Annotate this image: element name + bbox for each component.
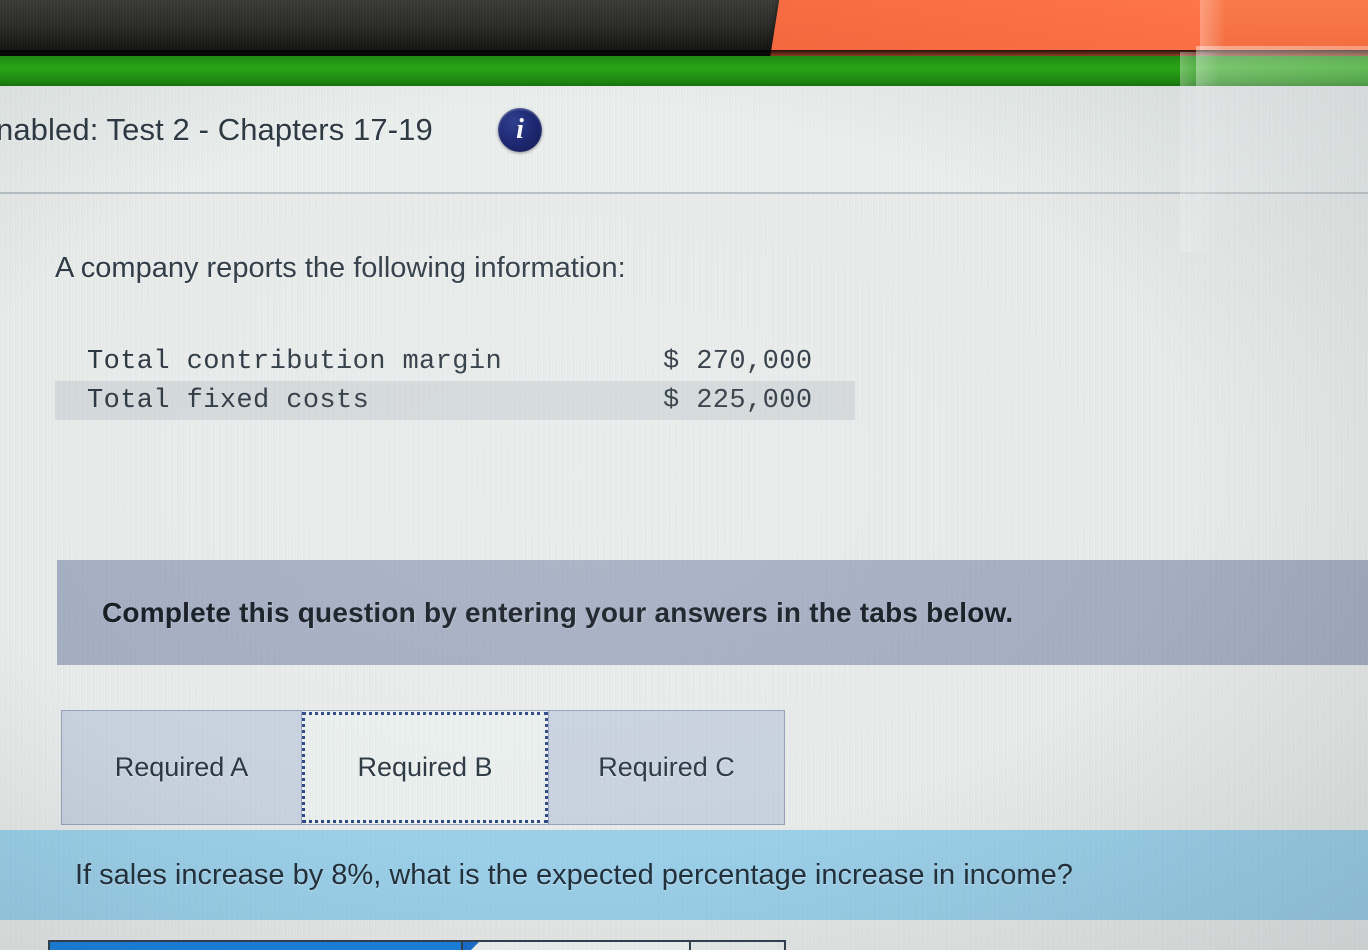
instruction-banner-text: Complete this question by entering your … — [102, 596, 1014, 628]
prompt-text: If sales increase by 8%, what is the exp… — [75, 858, 1073, 891]
tab-label: Required B — [357, 752, 493, 782]
screen-content: nabled: Test 2 - Chapters 17-19 i Saved … — [0, 86, 1368, 950]
table-row: Total fixed costs $ 225,000 — [55, 381, 855, 420]
page-title: nabled: Test 2 - Chapters 17-19 — [0, 112, 433, 147]
info-icon[interactable]: i — [498, 108, 542, 152]
page-header: nabled: Test 2 - Chapters 17-19 i — [0, 86, 1368, 192]
increase-in-income-input[interactable] — [463, 940, 691, 950]
tab-required-a[interactable]: Required A — [62, 711, 301, 824]
fact-table: Total contribution margin $ 270,000 Tota… — [55, 342, 855, 420]
fact-label: Total fixed costs — [87, 385, 370, 416]
instruction-banner: Complete this question by entering your … — [57, 560, 1368, 665]
answer-unit-percent: % — [691, 940, 786, 950]
header-divider — [0, 192, 1368, 194]
tab-label: Required A — [114, 752, 249, 782]
fact-label: Total contribution margin — [87, 346, 503, 377]
fact-value: $ 225,000 — [663, 385, 813, 416]
tab-label: Required C — [598, 752, 735, 782]
requirement-tabs: Required A Required B Required C — [61, 710, 785, 825]
tab-required-c[interactable]: Required C — [549, 711, 784, 824]
table-row: Total contribution margin $ 270,000 — [55, 342, 855, 381]
question-intro: A company reports the following informat… — [55, 252, 626, 284]
prompt-bar: If sales increase by 8%, what is the exp… — [0, 830, 1368, 920]
answer-row-label: Increase in income — [48, 940, 463, 950]
question-body: A company reports the following informat… — [0, 194, 1368, 950]
fact-value: $ 270,000 — [663, 346, 813, 377]
answer-row: Increase in income % — [48, 940, 786, 950]
green-chrome-band — [0, 56, 1368, 90]
tab-required-b[interactable]: Required B — [301, 711, 549, 824]
